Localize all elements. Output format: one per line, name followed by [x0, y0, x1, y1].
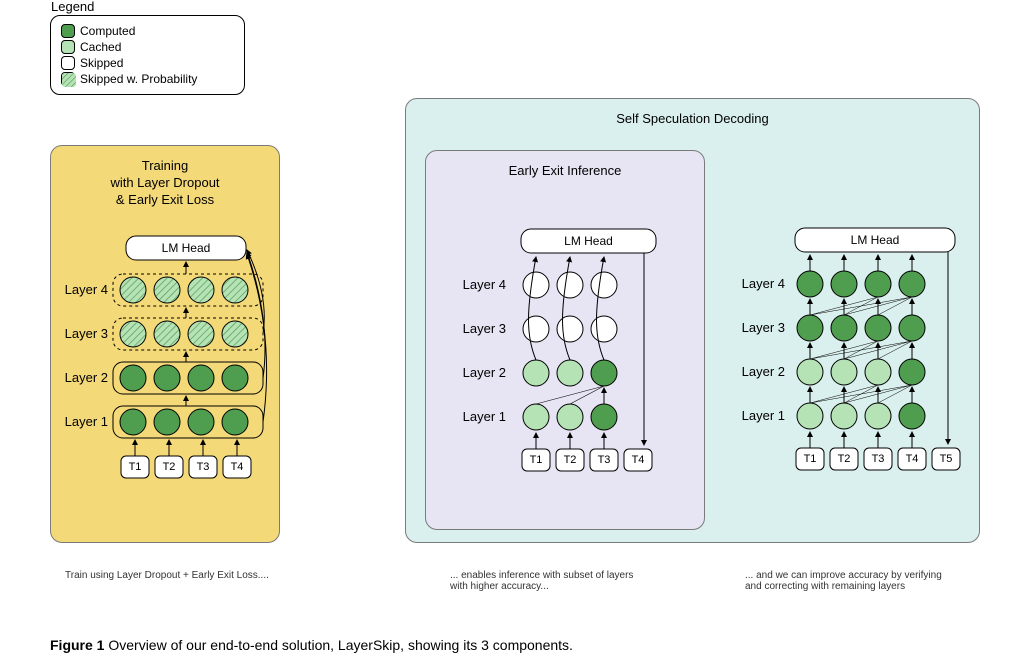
token: T5 [932, 448, 960, 470]
figure-caption: Figure 1 Overview of our end-to-end solu… [50, 637, 573, 653]
layer-label: Layer 4 [446, 277, 506, 292]
legend-box: Legend Computed Cached Skipped Skipped w… [50, 15, 245, 95]
training-title: Training with Layer Dropout & Early Exit… [51, 158, 279, 209]
layer-label: Layer 1 [56, 414, 108, 429]
computed-swatch [61, 24, 75, 38]
figure-text: Overview of our end-to-end solution, Lay… [108, 637, 573, 653]
legend-item: Skipped w. Probability [61, 72, 234, 86]
figure-label: Figure 1 [50, 637, 104, 653]
skipped-prob-swatch [61, 72, 75, 86]
token: T1 [121, 456, 149, 478]
training-caption: Train using Layer Dropout + Early Exit L… [65, 570, 325, 581]
layer-label: Layer 1 [725, 408, 785, 423]
layer-label: Layer 3 [446, 321, 506, 336]
legend-item: Skipped [61, 56, 234, 70]
self-spec-diagram [720, 150, 975, 530]
token: T4 [624, 449, 652, 471]
early-exit-diagram [426, 151, 706, 531]
lm-head: LM Head [795, 228, 955, 252]
token: T3 [864, 448, 892, 470]
self-spec-caption: ... and we can improve accuracy by verif… [745, 570, 995, 592]
legend-label: Computed [80, 24, 135, 38]
lm-head: LM Head [126, 236, 246, 260]
cached-swatch [61, 40, 75, 54]
token: T1 [796, 448, 824, 470]
early-exit-title: Early Exit Inference [426, 163, 704, 180]
early-exit-panel: Early Exit Inference [425, 150, 705, 530]
token: T3 [590, 449, 618, 471]
token: T4 [898, 448, 926, 470]
layer-label: Layer 3 [725, 320, 785, 335]
layer-label: Layer 4 [725, 276, 785, 291]
self-spec-content: LM Head Layer 4 Layer 3 Layer 2 Layer 1 … [720, 150, 975, 530]
legend-label: Skipped [80, 56, 123, 70]
layer-label: Layer 1 [446, 409, 506, 424]
early-exit-caption: ... enables inference with subset of lay… [450, 570, 700, 592]
layer-label: Layer 3 [56, 326, 108, 341]
skipped-swatch [61, 56, 75, 70]
lm-head: LM Head [521, 229, 656, 253]
layer-label: Layer 2 [446, 365, 506, 380]
legend-title: Legend [51, 0, 94, 14]
token: T2 [155, 456, 183, 478]
token: T4 [223, 456, 251, 478]
token: T2 [830, 448, 858, 470]
layer-label: Layer 2 [56, 370, 108, 385]
token: T3 [189, 456, 217, 478]
token: T2 [556, 449, 584, 471]
layer-label: Layer 4 [56, 282, 108, 297]
self-spec-title: Self Speculation Decoding [406, 111, 979, 128]
legend-label: Cached [80, 40, 121, 54]
token: T1 [522, 449, 550, 471]
legend-item: Cached [61, 40, 234, 54]
legend-label: Skipped w. Probability [80, 72, 197, 86]
legend-item: Computed [61, 24, 234, 38]
layer-label: Layer 2 [725, 364, 785, 379]
training-panel: Training with Layer Dropout & Early Exit… [50, 145, 280, 543]
